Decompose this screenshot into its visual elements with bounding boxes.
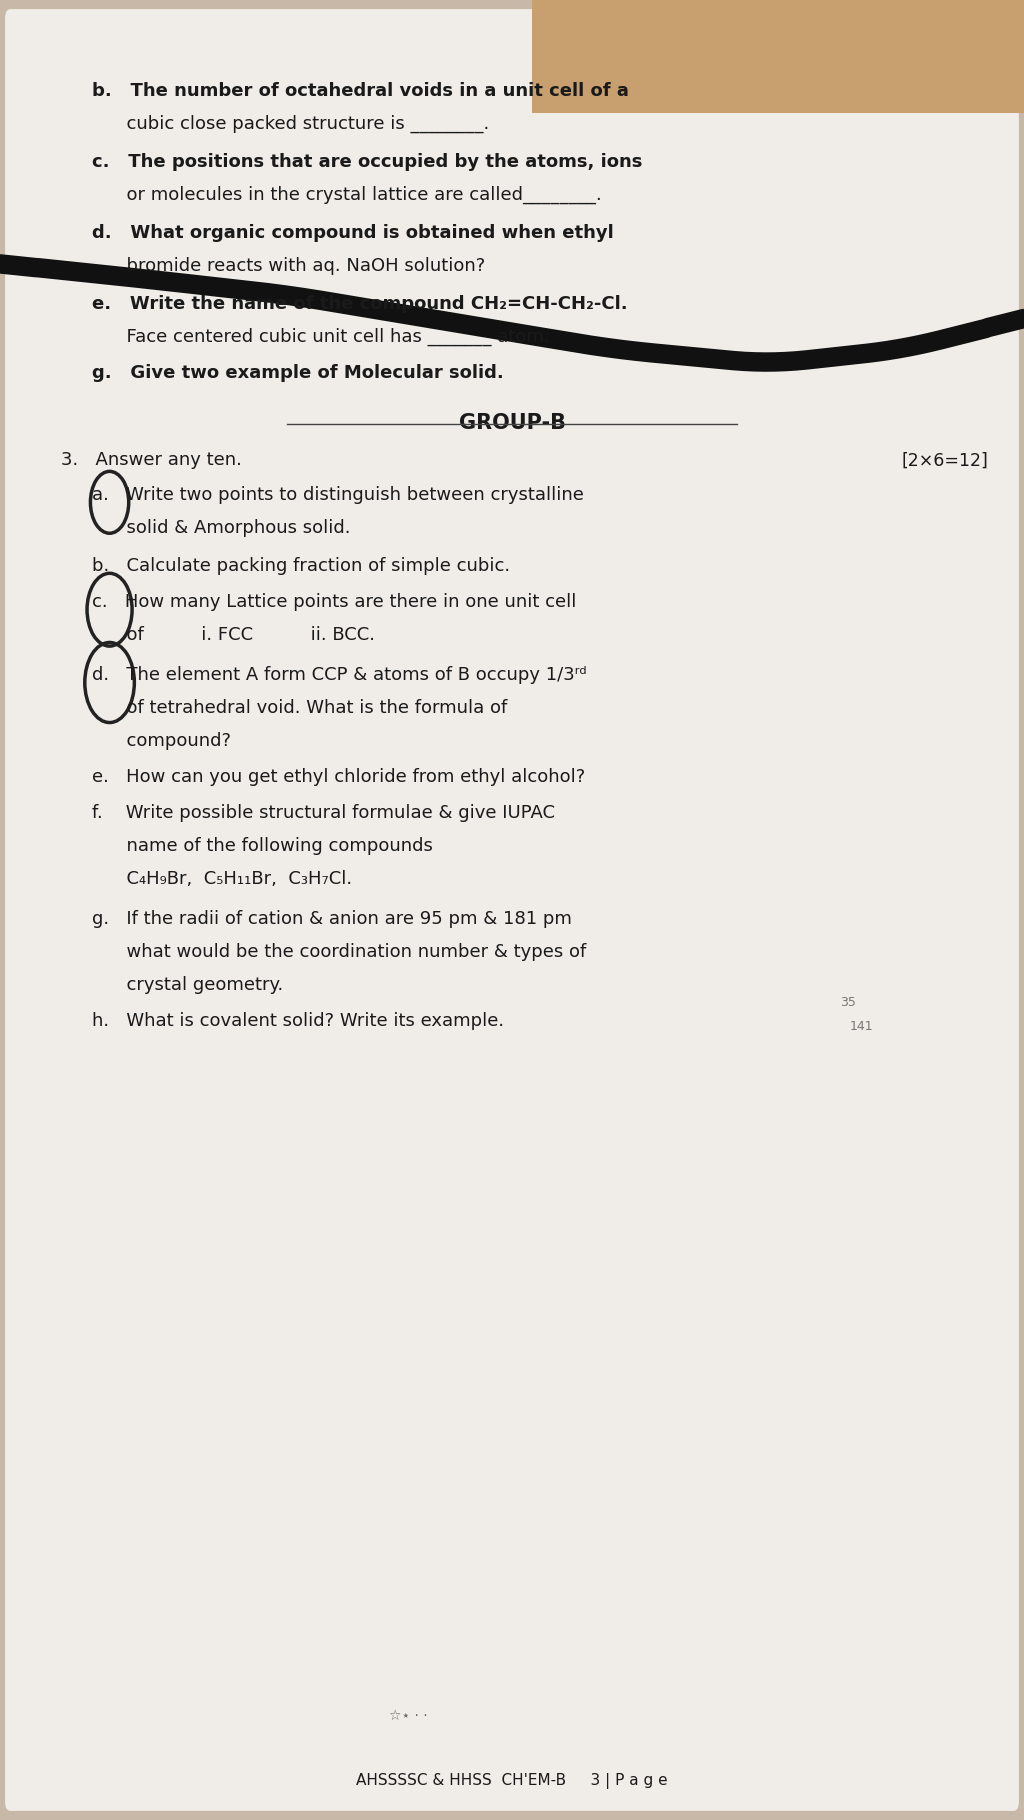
- Text: Face centered cubic unit cell has _______ atom.: Face centered cubic unit cell has ______…: [92, 328, 550, 346]
- Text: GROUP-B: GROUP-B: [459, 413, 565, 433]
- Text: d.   The element A form CCP & atoms of B occupy 1/3ʳᵈ: d. The element A form CCP & atoms of B o…: [92, 666, 587, 684]
- Text: cubic close packed structure is ________.: cubic close packed structure is ________…: [92, 115, 489, 133]
- Text: 3.   Answer any ten.: 3. Answer any ten.: [61, 451, 243, 470]
- Text: c.   The positions that are occupied by the atoms, ions: c. The positions that are occupied by th…: [92, 153, 642, 171]
- Text: C₄H₉Br,  C₅H₁₁Br,  C₃H₇Cl.: C₄H₉Br, C₅H₁₁Br, C₃H₇Cl.: [92, 870, 352, 888]
- Text: 35: 35: [840, 997, 856, 1010]
- Text: solid & Amorphous solid.: solid & Amorphous solid.: [92, 519, 350, 537]
- Text: of          i. FCC          ii. BCC.: of i. FCC ii. BCC.: [92, 626, 375, 644]
- Text: [2×6=12]: [2×6=12]: [901, 451, 988, 470]
- Text: h.   What is covalent solid? Write its example.: h. What is covalent solid? Write its exa…: [92, 1012, 504, 1030]
- Text: of tetrahedral void. What is the formula of: of tetrahedral void. What is the formula…: [92, 699, 508, 717]
- Text: or molecules in the crystal lattice are called________.: or molecules in the crystal lattice are …: [92, 186, 602, 204]
- Text: bromide reacts with aq. NaOH solution?: bromide reacts with aq. NaOH solution?: [92, 257, 485, 275]
- Text: e.   Write the name of the compound CH₂=CH-CH₂-Cl.: e. Write the name of the compound CH₂=CH…: [92, 295, 628, 313]
- Text: AHSSSSC & HHSS  CH'EM-B     3 | P a g e: AHSSSSC & HHSS CH'EM-B 3 | P a g e: [356, 1773, 668, 1789]
- Text: compound?: compound?: [92, 732, 231, 750]
- Text: 141: 141: [850, 1021, 873, 1034]
- Text: crystal geometry.: crystal geometry.: [92, 976, 284, 994]
- Text: g.   If the radii of cation & anion are 95 pm & 181 pm: g. If the radii of cation & anion are 95…: [92, 910, 572, 928]
- Text: b.   The number of octahedral voids in a unit cell of a: b. The number of octahedral voids in a u…: [92, 82, 629, 100]
- Text: d.   What organic compound is obtained when ethyl: d. What organic compound is obtained whe…: [92, 224, 614, 242]
- Text: name of the following compounds: name of the following compounds: [92, 837, 433, 855]
- Text: f.    Write possible structural formulae & give IUPAC: f. Write possible structural formulae & …: [92, 804, 555, 823]
- Text: e.   How can you get ethyl chloride from ethyl alcohol?: e. How can you get ethyl chloride from e…: [92, 768, 586, 786]
- Text: b.   Calculate packing fraction of simple cubic.: b. Calculate packing fraction of simple …: [92, 557, 510, 575]
- Text: what would be the coordination number & types of: what would be the coordination number & …: [92, 943, 587, 961]
- Text: g.   Give two example of Molecular solid.: g. Give two example of Molecular solid.: [92, 364, 504, 382]
- FancyBboxPatch shape: [5, 9, 1019, 1811]
- Text: c.   How many Lattice points are there in one unit cell: c. How many Lattice points are there in …: [92, 593, 577, 612]
- Text: a.   Write two points to distinguish between crystalline: a. Write two points to distinguish betwe…: [92, 486, 584, 504]
- Bar: [532, 0, 1024, 113]
- Text: ☆⋆ · ·: ☆⋆ · ·: [389, 1709, 428, 1724]
